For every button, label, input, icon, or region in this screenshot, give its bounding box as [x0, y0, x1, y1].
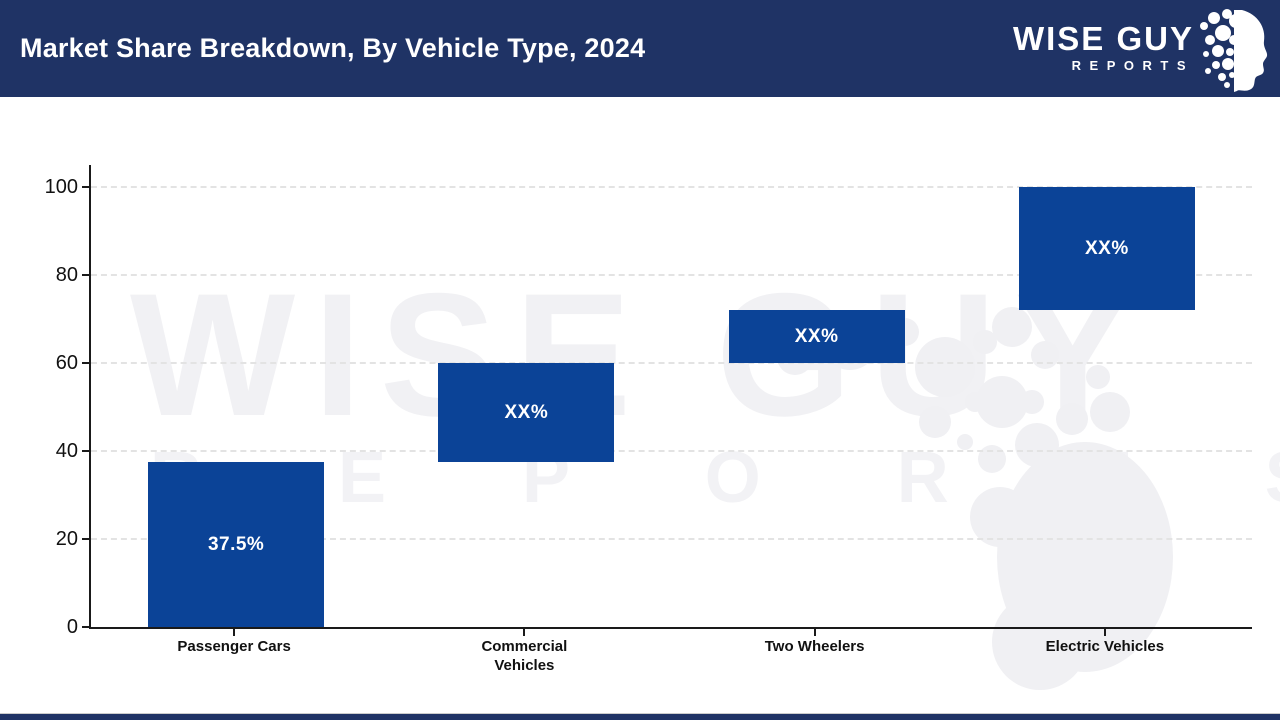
x-category-label: Two Wheelers: [764, 638, 865, 655]
x-tick-mark: [1103, 629, 1106, 636]
y-tick-label: 0: [66, 616, 78, 638]
y-tick-label: 20: [55, 528, 78, 550]
gridline-100: [91, 186, 1252, 188]
header: Market Share Breakdown, By Vehicle Type,…: [0, 0, 1280, 97]
bar-passenger-cars: 37.5%: [148, 462, 325, 627]
page-title: Market Share Breakdown, By Vehicle Type,…: [20, 33, 646, 63]
x-tick-mark: [523, 629, 526, 636]
logo-subtitle: REPORTS: [1071, 58, 1194, 73]
footer-divider: [0, 713, 1280, 714]
x-category-label: Electric Vehicles: [1045, 638, 1165, 655]
y-tick-mark: [82, 274, 90, 276]
y-tick-label: 100: [44, 176, 78, 198]
y-tick-label: 40: [55, 440, 78, 462]
bar-value-label: XX%: [1085, 237, 1129, 259]
bar-value-label: XX%: [504, 401, 549, 423]
logo-wordmark: WISE GUY: [1012, 20, 1194, 57]
bar-commercial-vehicles: XX%: [438, 363, 615, 462]
y-tick-mark: [82, 538, 90, 540]
y-tick-label: 60: [55, 352, 78, 374]
bar-value-label: XX%: [794, 325, 839, 347]
gridline-40: [91, 450, 1252, 452]
bar-value-label: 37.5%: [207, 533, 265, 555]
wise-guy-logo: WISE GUY REPORTS: [1012, 6, 1272, 92]
chart-area: WISE GUY R E P O R T S 37.: [0, 97, 1280, 714]
y-tick-mark: [82, 362, 90, 364]
y-tick-mark: [82, 450, 90, 452]
x-tick-mark: [813, 629, 816, 636]
x-category-label: Commercial Vehicles: [481, 638, 568, 674]
bar-two-wheelers: XX%: [728, 310, 905, 363]
logo-text: WISE GUY REPORTS: [1012, 20, 1194, 74]
plot-area: 37.5% XX% XX% XX%: [89, 165, 1252, 629]
footer-bar: [0, 714, 1280, 720]
y-tick-mark: [82, 626, 90, 628]
x-category-label: Passenger Cars: [177, 638, 291, 655]
bar-electric-vehicles: XX%: [1018, 187, 1195, 311]
gridline-60: [91, 362, 1252, 364]
logo-head-icon: [1200, 9, 1268, 92]
x-tick-mark: [233, 629, 236, 636]
gridline-80: [91, 274, 1252, 276]
gridline-20: [91, 538, 1252, 540]
y-tick-label: 80: [55, 264, 78, 286]
y-tick-mark: [82, 186, 90, 188]
